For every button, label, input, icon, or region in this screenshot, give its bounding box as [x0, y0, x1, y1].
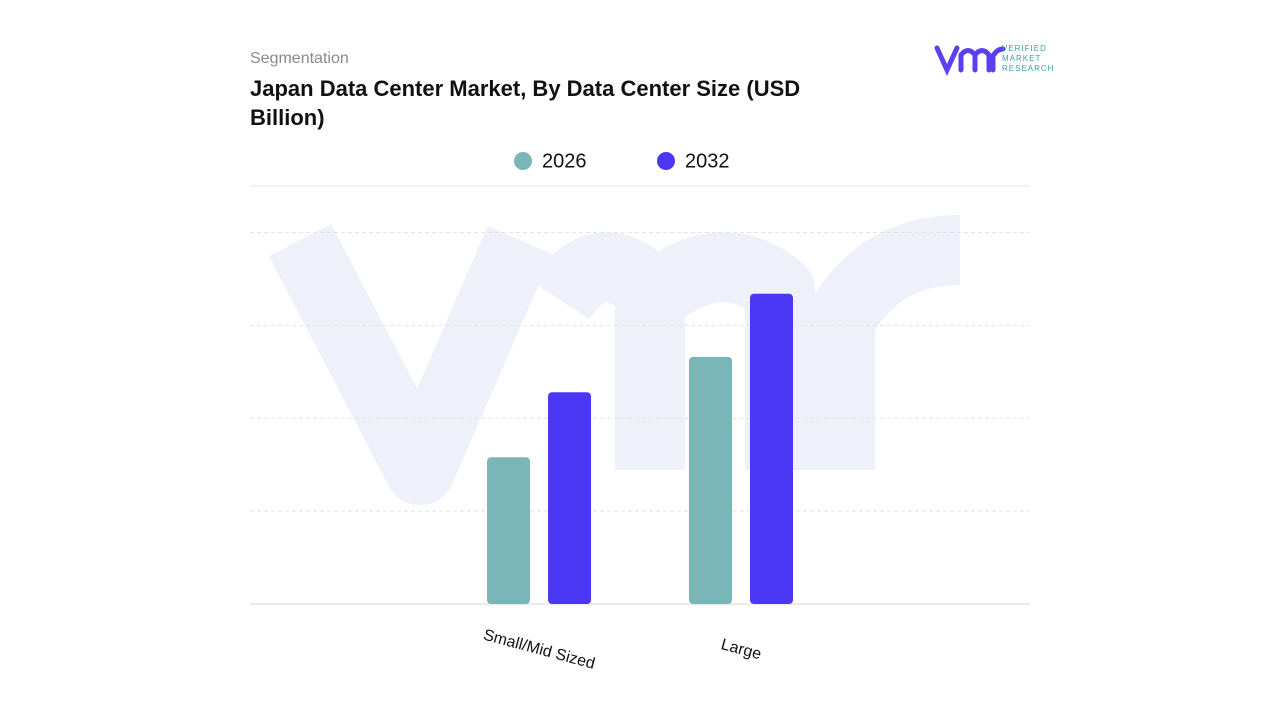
legend-label: 2026: [542, 150, 587, 172]
bar: [548, 392, 591, 604]
x-tick-label: Large: [719, 636, 763, 663]
logo-text: MARKET: [1002, 54, 1041, 63]
legend-marker: [514, 152, 532, 170]
legend-label: 2032: [685, 150, 730, 172]
watermark: [268, 215, 962, 505]
x-tick-label: Small/Mid Sized: [481, 627, 596, 673]
logo: VERIFIED MARKET RESEARCH: [934, 44, 1054, 77]
bar: [689, 356, 732, 604]
legend-marker: [657, 152, 675, 170]
logo-text: RESEARCH: [1002, 64, 1054, 73]
chart-title: Japan Data Center Market, By Data Center…: [250, 76, 801, 130]
logo-text: VERIFIED: [1002, 44, 1047, 53]
bar: [750, 293, 793, 604]
chart-subtitle: Segmentation: [250, 50, 349, 67]
bar: [487, 457, 530, 604]
